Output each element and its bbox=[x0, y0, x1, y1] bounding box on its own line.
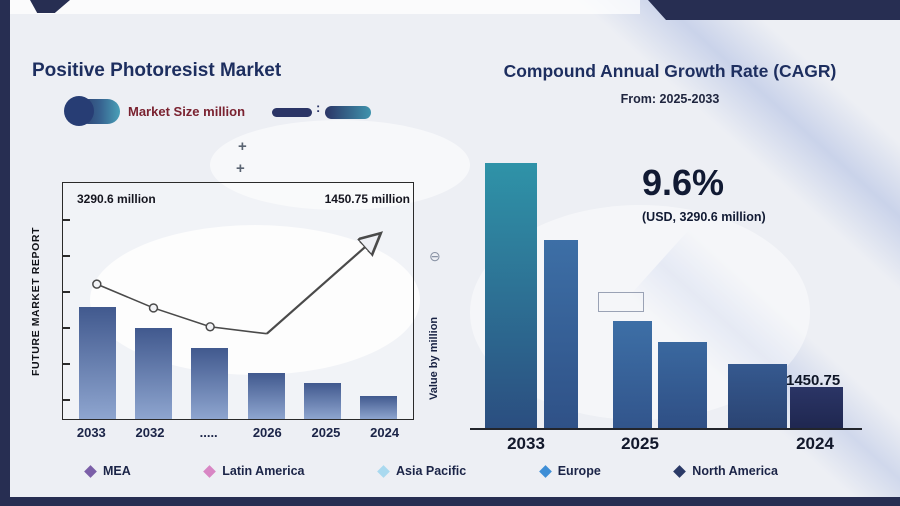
cylinder-icon bbox=[64, 96, 120, 126]
left-x-label: ..... bbox=[199, 425, 218, 440]
market-size-legend: Market Size million : bbox=[64, 96, 394, 128]
legend-item-north-america: North America bbox=[673, 464, 778, 478]
left-x-label: 2024 bbox=[370, 425, 400, 440]
legend-item-asia-pacific: Asia Pacific bbox=[377, 464, 467, 478]
value-label-2024: 1450.75 million bbox=[324, 192, 410, 206]
left-x-label: 2033 bbox=[76, 425, 106, 440]
plus-decoration: + bbox=[238, 138, 247, 155]
left-chart-x-axis: 2033 2032..... 2026 2025 2024 bbox=[62, 425, 414, 440]
legend-item-europe: Europe bbox=[538, 464, 601, 478]
legend-diamond-icon bbox=[538, 464, 552, 478]
x-axis-line bbox=[470, 428, 862, 430]
page-title: Positive Photoresist Market bbox=[32, 60, 282, 81]
legend-label: Latin America bbox=[222, 464, 305, 478]
left-x-label: 2026 bbox=[252, 425, 282, 440]
market-size-bars bbox=[63, 183, 413, 419]
cagr-chart bbox=[470, 158, 862, 430]
cagr-bar-2 bbox=[613, 321, 652, 428]
cagr-bar-0 bbox=[485, 163, 537, 428]
legend-label: Asia Pacific bbox=[396, 464, 467, 478]
cagr-bar-1 bbox=[544, 240, 578, 428]
bottom-border-strip bbox=[0, 497, 900, 506]
cagr-note: (USD, 3290.6 million) bbox=[642, 210, 766, 224]
legend-diamond-icon bbox=[203, 464, 217, 478]
market-size-chart: 3290.6 million 1450.75 million bbox=[62, 182, 414, 420]
decorative-pill bbox=[272, 108, 312, 117]
right-chart-x-axis: 2033 2025 2024 bbox=[470, 434, 862, 458]
legend-diamond-icon bbox=[673, 464, 687, 478]
cagr-bar-3 bbox=[658, 342, 707, 428]
circle-minus-icon: ⊖ bbox=[429, 248, 441, 264]
legend-label: Europe bbox=[557, 464, 601, 478]
legend-label: MEA bbox=[103, 464, 131, 478]
cagr-value: 9.6% bbox=[642, 162, 725, 203]
decorative-pill-gradient bbox=[325, 106, 371, 119]
market-size-bar-2024 bbox=[360, 396, 398, 419]
cagr-bar-5 bbox=[790, 387, 843, 428]
value-label-2033: 3290.6 million bbox=[77, 192, 156, 206]
market-size-bar-..... bbox=[191, 348, 229, 419]
cagr-bar-4 bbox=[728, 364, 787, 428]
bar-value-annotation: 1450.75 bbox=[786, 372, 841, 389]
plus-decoration: + bbox=[236, 160, 245, 177]
top-highlight-strip bbox=[10, 0, 640, 14]
top-right-corner-shape bbox=[648, 0, 900, 20]
legend-label: North America bbox=[692, 464, 778, 478]
left-border-strip bbox=[0, 0, 10, 506]
market-size-bar-2026 bbox=[247, 373, 285, 419]
left-x-label: 2025 bbox=[311, 425, 341, 440]
legend-item-mea: MEA bbox=[84, 464, 131, 478]
market-size-label: Market Size million bbox=[128, 104, 246, 119]
background-blob bbox=[210, 120, 470, 210]
right-chart-side-label: Value by million bbox=[428, 316, 440, 400]
left-chart-side-label: FUTURE MARKET REPORT bbox=[30, 226, 42, 376]
market-size-bar-2033 bbox=[78, 307, 116, 419]
pill-colon: : bbox=[316, 100, 321, 115]
right-x-label-2033: 2033 bbox=[507, 434, 545, 453]
left-x-label: 2032 bbox=[135, 425, 165, 440]
right-x-label-2024: 2024 bbox=[796, 434, 834, 453]
cagr-subtitle: From: 2025-2033 bbox=[620, 92, 720, 106]
legend-diamond-icon bbox=[377, 464, 390, 478]
trend-arrow bbox=[92, 183, 413, 335]
market-size-bar-2032 bbox=[134, 328, 172, 419]
legend-diamond-icon bbox=[84, 464, 97, 478]
region-legend: MEA Latin America Asia Pacific Europe North … bbox=[84, 464, 778, 478]
legend-item-latin-america: Latin America bbox=[203, 464, 305, 478]
market-size-bar-2025 bbox=[303, 383, 341, 419]
decorative-rectangle bbox=[598, 292, 644, 312]
cagr-title: Compound Annual Growth Rate (CAGR) bbox=[503, 61, 837, 81]
cylinder-cap bbox=[64, 96, 94, 126]
right-x-label-2025: 2025 bbox=[621, 434, 659, 453]
